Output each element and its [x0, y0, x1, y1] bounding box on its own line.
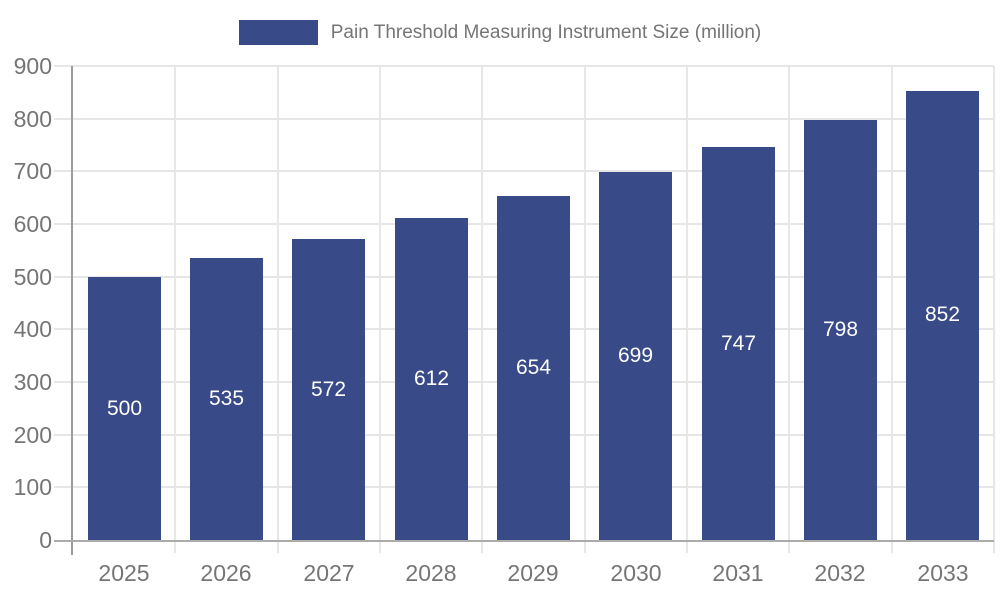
v-gridline [481, 66, 484, 553]
plot-area: 500 535 572 612 654 699 747 798 852 0 100 200 300 40… [14, 53, 995, 586]
y-axis-line [71, 66, 73, 555]
legend[interactable]: Pain Threshold Measuring Instrument Size… [0, 20, 1000, 45]
x-tick-label: 2030 [610, 560, 662, 586]
bar-value-label: 852 [924, 303, 961, 326]
v-gridline [174, 66, 177, 553]
v-gridline [686, 66, 688, 553]
bar-2031: 747 [702, 147, 775, 540]
bar-2026: 535 [190, 258, 263, 540]
v-gridline [890, 66, 893, 553]
h-gridline [54, 117, 994, 120]
legend-swatch[interactable] [238, 20, 318, 45]
x-tick-label: 2031 [712, 560, 764, 586]
y-tick-label: 0 [39, 527, 52, 553]
bar-value-label: 699 [617, 344, 654, 367]
bar-2033: 852 [906, 91, 979, 540]
bar-2025: 500 [88, 277, 161, 540]
bar-2028: 612 [395, 218, 468, 540]
bar-value-label: 612 [413, 367, 450, 390]
v-gridline [788, 66, 791, 553]
bar-2027: 572 [292, 239, 365, 540]
x-tick-label: 2029 [507, 560, 559, 586]
x-tick-label: 2028 [405, 560, 457, 586]
y-tick-label: 300 [13, 369, 52, 395]
v-gridline [583, 66, 586, 553]
y-tick-label: 100 [13, 474, 52, 501]
y-tick-label: 500 [13, 263, 52, 290]
legend-label[interactable]: Pain Threshold Measuring Instrument Size… [330, 21, 762, 43]
bar-value-label: 747 [720, 332, 757, 355]
y-tick-label: 900 [13, 53, 52, 79]
y-tick-label: 400 [13, 316, 52, 343]
x-tick-label: 2032 [814, 560, 866, 586]
bar-2030: 699 [599, 172, 672, 540]
v-gridline [276, 66, 279, 553]
x-tick-label: 2026 [200, 560, 252, 586]
v-gridline [993, 66, 995, 553]
v-gridline [379, 66, 381, 553]
y-tick-label: 200 [13, 421, 52, 448]
bar-2032: 798 [804, 120, 877, 540]
bar-value-label: 500 [106, 397, 143, 420]
h-gridline [54, 65, 994, 67]
x-tick-label: 2033 [917, 560, 969, 586]
x-tick-label: 2025 [98, 560, 150, 586]
bar-2029: 654 [497, 196, 570, 540]
bar-value-label: 798 [822, 318, 859, 341]
h-gridline [54, 170, 994, 173]
x-axis-line [54, 540, 994, 542]
y-tick-label: 800 [13, 105, 52, 132]
x-tick-label: 2027 [303, 560, 355, 586]
bar-value-label: 535 [208, 387, 245, 410]
bar-value-label: 572 [310, 378, 347, 401]
bar-value-label: 654 [515, 356, 552, 379]
y-tick-label: 600 [13, 211, 52, 237]
y-tick-label: 700 [13, 158, 52, 185]
